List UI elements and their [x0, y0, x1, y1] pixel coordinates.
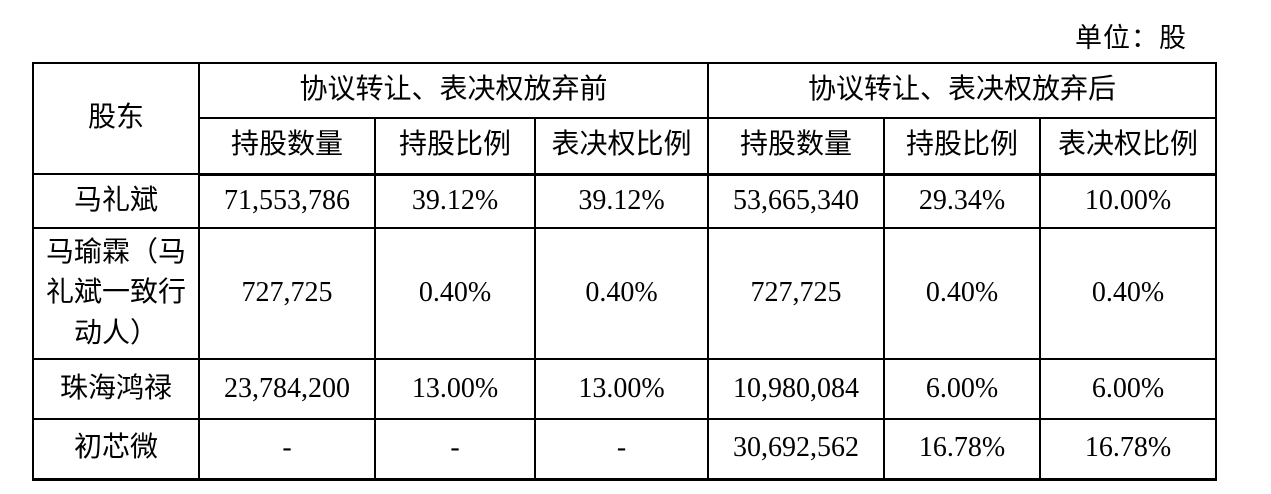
cell-after-voting-ratio: 6.00%	[1039, 358, 1218, 420]
header-group-after: 协议转让、表决权放弃后	[707, 62, 1218, 119]
cell-shareholder-name: 珠海鸿禄	[32, 358, 200, 420]
cell-after-shares: 727,725	[707, 227, 886, 360]
subheader-before-shares: 持股数量	[198, 117, 376, 176]
cell-after-share-ratio: 16.78%	[883, 418, 1042, 481]
cell-before-shares: 71,553,786	[198, 173, 376, 229]
subheader-after-voting-ratio: 表决权比例	[1039, 117, 1218, 176]
cell-before-voting-ratio: 0.40%	[533, 227, 710, 360]
header-shareholder: 股东	[32, 62, 200, 175]
cell-before-share-ratio: 0.40%	[374, 227, 536, 360]
table-row: 马瑜霖（马礼斌一致行动人） 727,725 0.40% 0.40% 727,72…	[32, 227, 1218, 360]
cell-after-share-ratio: 29.34%	[883, 173, 1042, 229]
subheader-before-share-ratio: 持股比例	[374, 117, 536, 176]
cell-before-voting-ratio: -	[533, 418, 710, 481]
cell-after-voting-ratio: 10.00%	[1039, 173, 1218, 229]
subheader-after-share-ratio: 持股比例	[883, 117, 1042, 176]
cell-before-voting-ratio: 39.12%	[533, 173, 710, 229]
shareholding-table: 股东 协议转让、表决权放弃前 协议转让、表决权放弃后 持股数量 持股比例 表决权…	[32, 62, 1218, 481]
cell-after-share-ratio: 6.00%	[883, 358, 1042, 420]
cell-before-voting-ratio: 13.00%	[533, 358, 710, 420]
cell-after-share-ratio: 0.40%	[883, 227, 1042, 360]
table-header-row-sub: 持股数量 持股比例 表决权比例 持股数量 持股比例 表决权比例	[33, 117, 1218, 176]
table-row: 珠海鸿禄 23,784,200 13.00% 13.00% 10,980,084…	[32, 358, 1218, 420]
cell-before-shares: 727,725	[198, 227, 376, 360]
header-group-before: 协议转让、表决权放弃前	[197, 62, 710, 119]
cell-after-voting-ratio: 0.40%	[1039, 227, 1218, 360]
cell-after-shares: 10,980,084	[707, 358, 886, 420]
subheader-after-shares: 持股数量	[707, 117, 886, 176]
cell-shareholder-name: 马瑜霖（马礼斌一致行动人）	[32, 227, 200, 360]
cell-before-share-ratio: -	[374, 418, 536, 481]
subheader-before-voting-ratio: 表决权比例	[533, 117, 710, 176]
cell-after-voting-ratio: 16.78%	[1039, 418, 1218, 481]
cell-after-shares: 30,692,562	[707, 418, 886, 481]
table-row: 初芯微 - - - 30,692,562 16.78% 16.78%	[32, 418, 1218, 481]
table-header-row-groups: 股东 协议转让、表决权放弃前 协议转让、表决权放弃后	[32, 62, 1218, 175]
cell-after-shares: 53,665,340	[707, 173, 886, 229]
table-row: 马礼斌 71,553,786 39.12% 39.12% 53,665,340 …	[32, 173, 1218, 229]
cell-shareholder-name: 初芯微	[32, 418, 200, 481]
cell-before-share-ratio: 13.00%	[374, 358, 536, 420]
cell-shareholder-name: 马礼斌	[32, 173, 200, 229]
unit-label: 单位：股	[1075, 23, 1187, 53]
cell-before-shares: -	[198, 418, 376, 481]
cell-before-share-ratio: 39.12%	[374, 173, 536, 229]
cell-before-shares: 23,784,200	[198, 358, 376, 420]
